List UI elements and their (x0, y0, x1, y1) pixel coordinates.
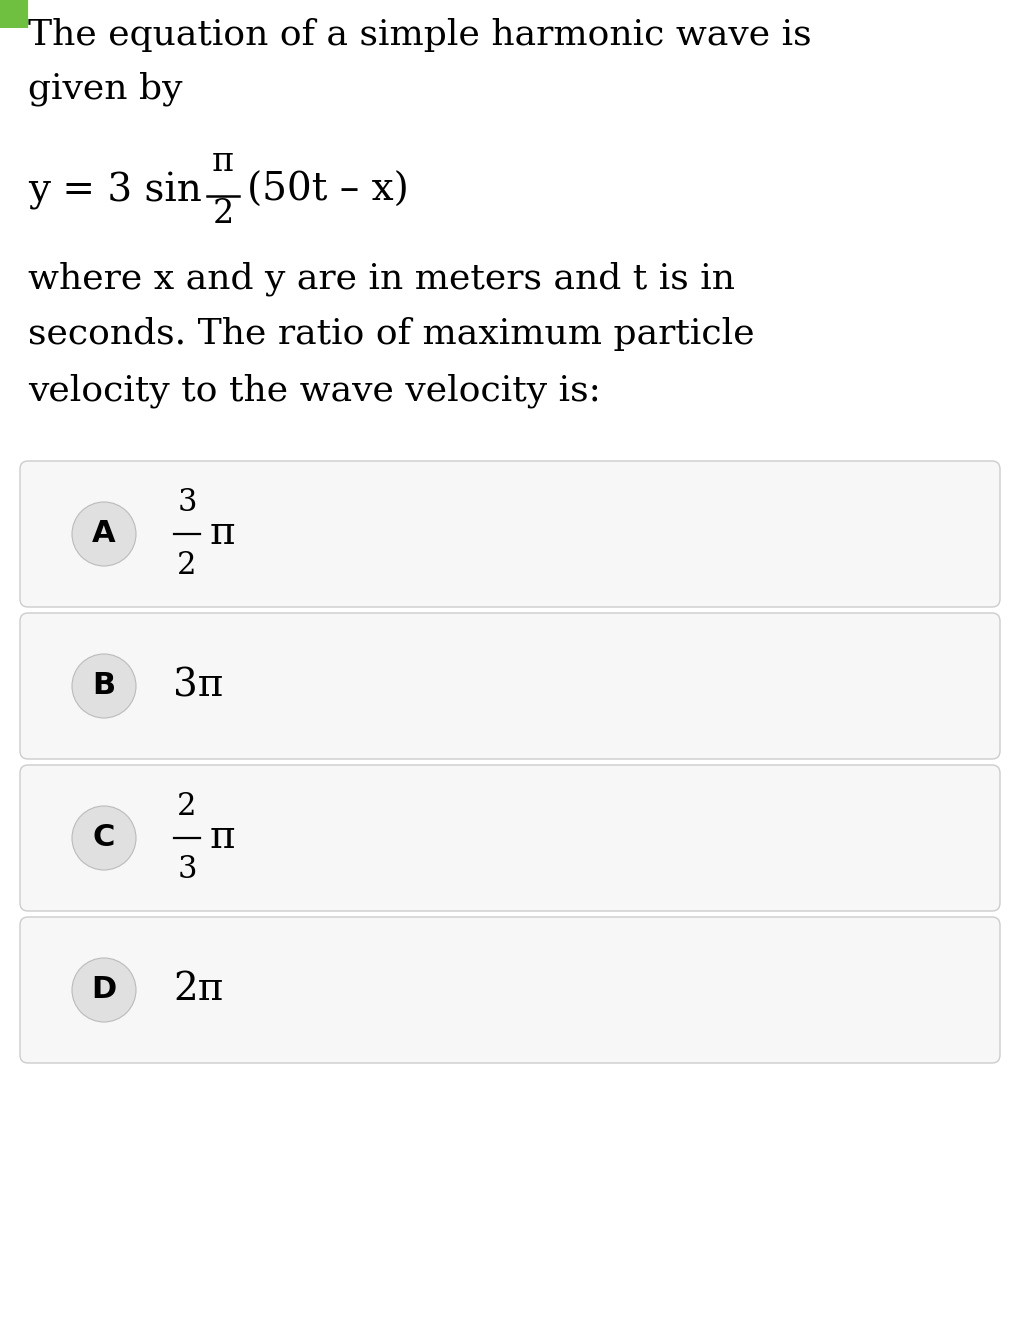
Text: 3: 3 (177, 487, 197, 518)
Text: 2π: 2π (173, 971, 223, 1009)
FancyBboxPatch shape (20, 917, 1000, 1063)
Circle shape (72, 805, 136, 871)
Circle shape (72, 654, 136, 718)
Text: seconds. The ratio of maximum particle: seconds. The ratio of maximum particle (28, 317, 755, 352)
Text: C: C (93, 824, 115, 852)
Text: y = 3 sin: y = 3 sin (28, 171, 214, 210)
Text: A: A (92, 519, 116, 548)
Text: velocity to the wave velocity is:: velocity to the wave velocity is: (28, 373, 601, 407)
Text: 3π: 3π (173, 667, 223, 705)
Text: π: π (212, 146, 234, 178)
Text: 2: 2 (177, 791, 197, 821)
Text: 2: 2 (212, 198, 233, 230)
Text: D: D (91, 975, 117, 1005)
Text: The equation of a simple harmonic wave is: The equation of a simple harmonic wave i… (28, 19, 812, 52)
Text: 2: 2 (177, 549, 197, 581)
Circle shape (72, 958, 136, 1022)
Text: π: π (210, 515, 236, 552)
Text: 3: 3 (177, 855, 197, 885)
FancyBboxPatch shape (20, 460, 1000, 606)
Text: given by: given by (28, 72, 182, 106)
Circle shape (72, 502, 136, 567)
Text: where x and y are in meters and t is in: where x and y are in meters and t is in (28, 261, 735, 296)
Text: (50t – x): (50t – x) (247, 173, 409, 208)
Text: B: B (92, 671, 116, 701)
FancyBboxPatch shape (20, 764, 1000, 912)
Bar (0, 0, 28, 28)
FancyBboxPatch shape (20, 613, 1000, 759)
Text: π: π (210, 820, 236, 856)
